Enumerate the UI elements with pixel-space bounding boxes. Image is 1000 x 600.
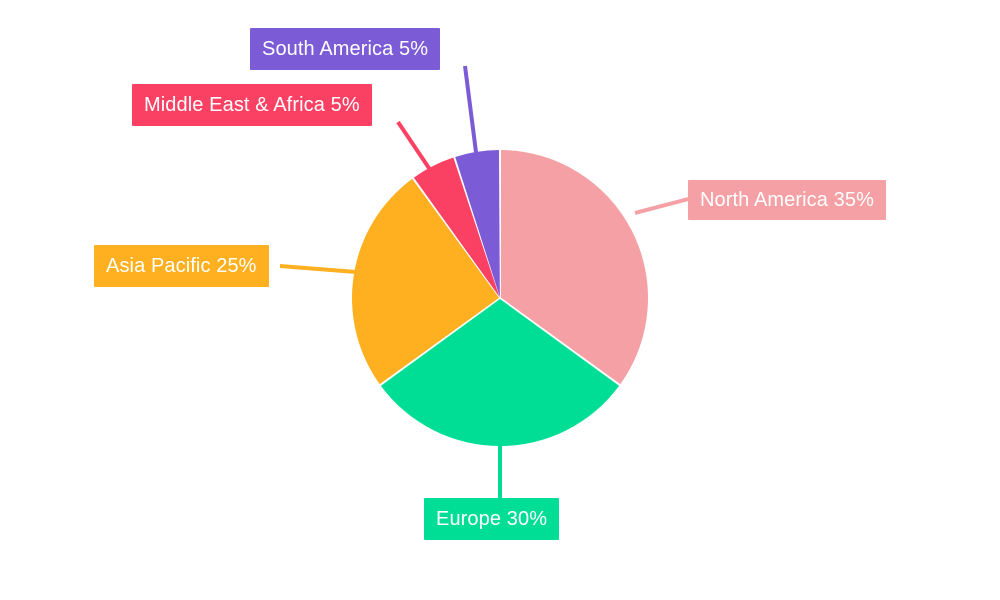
leader-line-south-america — [463, 65, 479, 161]
pie-slice-europe[interactable] — [380, 299, 620, 446]
pie-label-text: North America 35% — [700, 189, 874, 211]
pie-label-text: Europe 30% — [436, 508, 548, 530]
pie-label-text: Middle East & Africa 5% — [144, 94, 360, 116]
pie-label-south-america[interactable]: South America 5% — [250, 28, 441, 70]
pie-slice-south-america[interactable] — [455, 150, 500, 298]
pie-label-north-america[interactable]: North America 35% — [688, 180, 886, 220]
leader-line-asia-pacific — [279, 264, 357, 274]
pie-label-asia-pacific[interactable]: Asia Pacific 25% — [94, 245, 269, 287]
pie-label-text: Asia Pacific 25% — [106, 255, 257, 277]
pie-slice-middle-east-africa[interactable] — [413, 157, 500, 298]
pie-slice-asia-pacific[interactable] — [352, 178, 500, 385]
pie-slices — [352, 150, 649, 446]
pie-label-middle-east-africa[interactable]: Middle East & Africa 5% — [132, 84, 372, 126]
pie-label-europe[interactable]: Europe 30% — [424, 498, 560, 540]
pie-label-text: South America 5% — [262, 38, 429, 60]
pie-slice-north-america[interactable] — [500, 150, 649, 385]
